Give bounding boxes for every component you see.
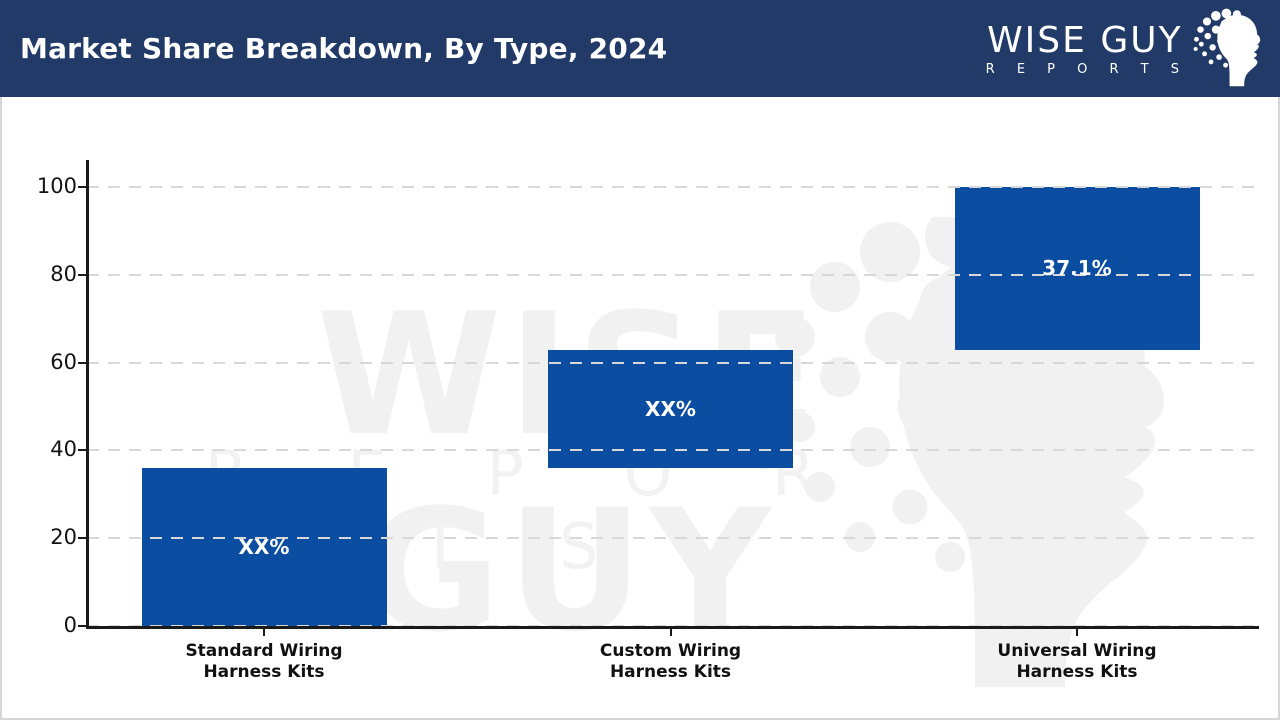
y-tick-mark: [78, 537, 87, 540]
gridline: [87, 361, 1259, 364]
x-tick-mark: [669, 627, 672, 636]
y-tick-label: 0: [63, 613, 77, 637]
x-tick-mark: [263, 627, 265, 636]
logo-tagline: R E P O R T S: [985, 61, 1188, 77]
bar-value-label: XX%: [238, 535, 290, 560]
category-label: Standard Wiring Harness Kits: [94, 641, 434, 683]
y-tick-label: 40: [50, 437, 77, 462]
category-label-line: Universal Wiring: [997, 641, 1157, 661]
gridline: [87, 537, 1259, 540]
category-label-line: Custom Wiring: [599, 641, 742, 661]
logo-text: WISE GUY R E P O R T S: [982, 19, 1188, 77]
y-tick-label: 100: [36, 174, 77, 198]
gridline: [87, 186, 1259, 188]
bar-value-label: 37.1%: [1042, 256, 1112, 281]
y-tick-mark: [78, 449, 87, 452]
y-axis-line: [86, 160, 89, 629]
header: Market Share Breakdown, By Type, 2024 WI…: [0, 0, 1280, 97]
bar-value-label: XX%: [645, 397, 696, 422]
wiseguy-logo: WISE GUY R E P O R T S: [982, 8, 1266, 90]
category-label: Universal Wiring Harness Kits: [907, 641, 1247, 683]
head-profile-icon: [1193, 8, 1261, 86]
category-label-line: Harness Kits: [609, 662, 732, 682]
bar: [141, 468, 387, 626]
y-tick-label: 80: [50, 261, 77, 286]
y-tick-mark: [78, 625, 87, 627]
y-tick-mark: [78, 361, 87, 364]
x-axis-line: [86, 626, 1259, 629]
category-label-line: Standard Wiring: [185, 641, 343, 661]
y-tick-label: 60: [50, 349, 77, 374]
gridline: [87, 273, 1259, 276]
category-label: Custom Wiring Harness Kits: [501, 641, 841, 683]
logo-wordmark: WISE GUY: [987, 19, 1183, 61]
chart-title: Market Share Breakdown, By Type, 2024: [20, 32, 668, 65]
category-label-line: Harness Kits: [203, 662, 325, 682]
y-tick-mark: [78, 186, 87, 188]
bar: [548, 349, 793, 469]
gridline: [87, 449, 1259, 452]
y-tick-label: 20: [50, 525, 77, 550]
y-tick-mark: [78, 273, 87, 276]
category-label-line: Harness Kits: [1016, 662, 1138, 682]
